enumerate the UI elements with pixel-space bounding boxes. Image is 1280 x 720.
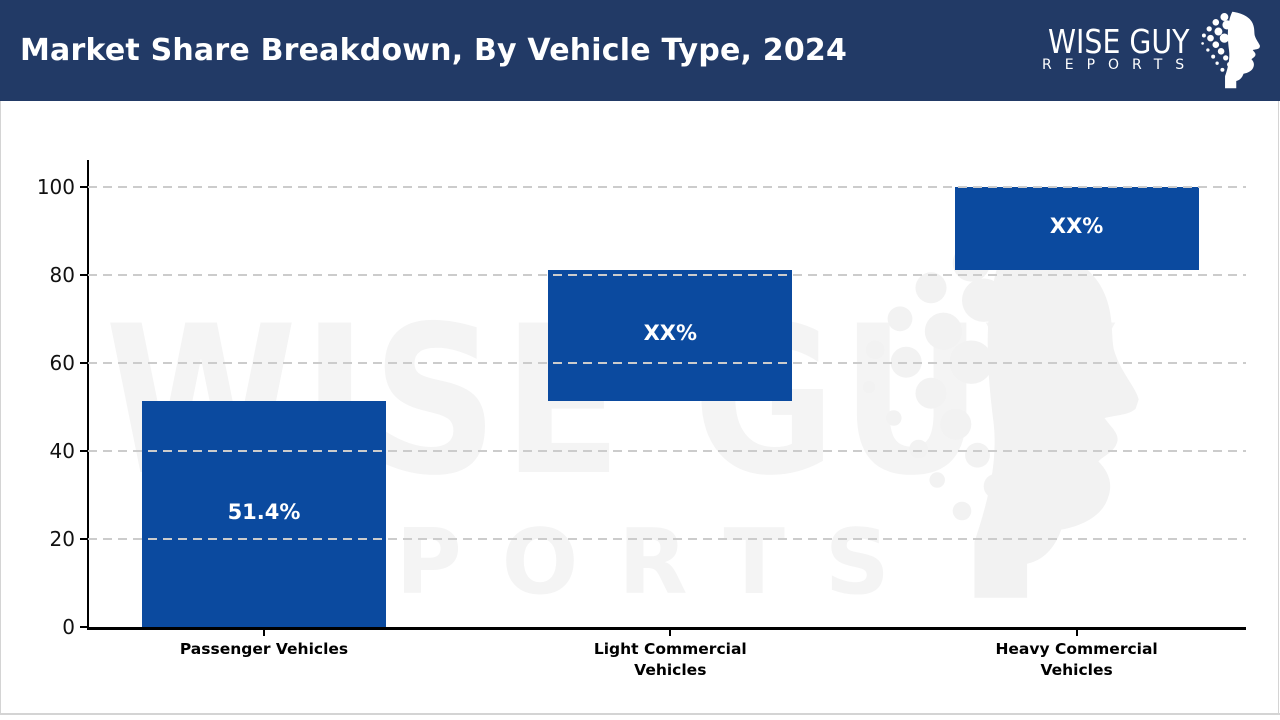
wiseguy-logo: WISE GUY REPORTS [980,0,1280,101]
gridline-y100 [88,185,1246,188]
y-tick-mark [80,273,88,276]
gridline-y40 [88,449,1246,452]
bar-3 [954,186,1199,271]
bar-value-label: 51.4% [227,499,301,524]
x-tick-label: Heavy Commercial Vehicles [917,639,1237,681]
page-border-left [0,101,1,713]
y-tick-mark [80,185,88,188]
y-tick-label: 20 [49,526,75,551]
y-tick-mark [80,537,88,540]
page-title: Market Share Breakdown, By Vehicle Type,… [20,33,848,68]
bar-2 [548,270,793,401]
y-tick-mark [80,361,88,364]
logo-wiseguy-text: WISE GUY [1048,22,1190,61]
y-tick-label: 60 [49,350,75,375]
x-tick-label-line: Vehicles [634,661,707,679]
page-border-bottom [0,713,1280,715]
y-axis-line [87,160,89,629]
gridline-y60 [88,361,1246,364]
watermark-head-icon [838,232,1148,604]
wiseguy-head-icon [1196,10,1262,90]
y-tick-label: 100 [36,174,75,199]
x-tick-label: Passenger Vehicles [104,639,424,660]
y-tick-label: 40 [49,438,75,463]
x-tick-label-line: Light Commercial [593,640,747,658]
header-bar: Market Share Breakdown, By Vehicle Type,… [0,0,1280,101]
page-border-right [1278,101,1279,713]
x-tick-mark [669,629,672,636]
bar-value-label: XX% [1049,214,1104,239]
y-tick-mark [80,626,88,628]
y-tick-mark [80,449,88,452]
x-tick-label-line: Vehicles [1040,661,1113,679]
x-tick-label: Light Commercial Vehicles [510,639,830,681]
x-tick-label-line: Passenger Vehicles [179,640,349,658]
bar-value-label: XX% [643,321,698,346]
logo-reports-text: REPORTS [1042,57,1198,73]
x-tick-mark [1075,629,1078,636]
gridline-y20 [88,537,1246,540]
x-axis-line [87,627,1246,630]
bar-1 [142,400,386,627]
y-tick-label: 80 [49,262,75,287]
gridline-y80 [88,273,1246,276]
x-tick-label-line: Heavy Commercial [995,640,1158,658]
x-tick-mark [263,629,265,636]
y-tick-label: 0 [62,615,75,639]
